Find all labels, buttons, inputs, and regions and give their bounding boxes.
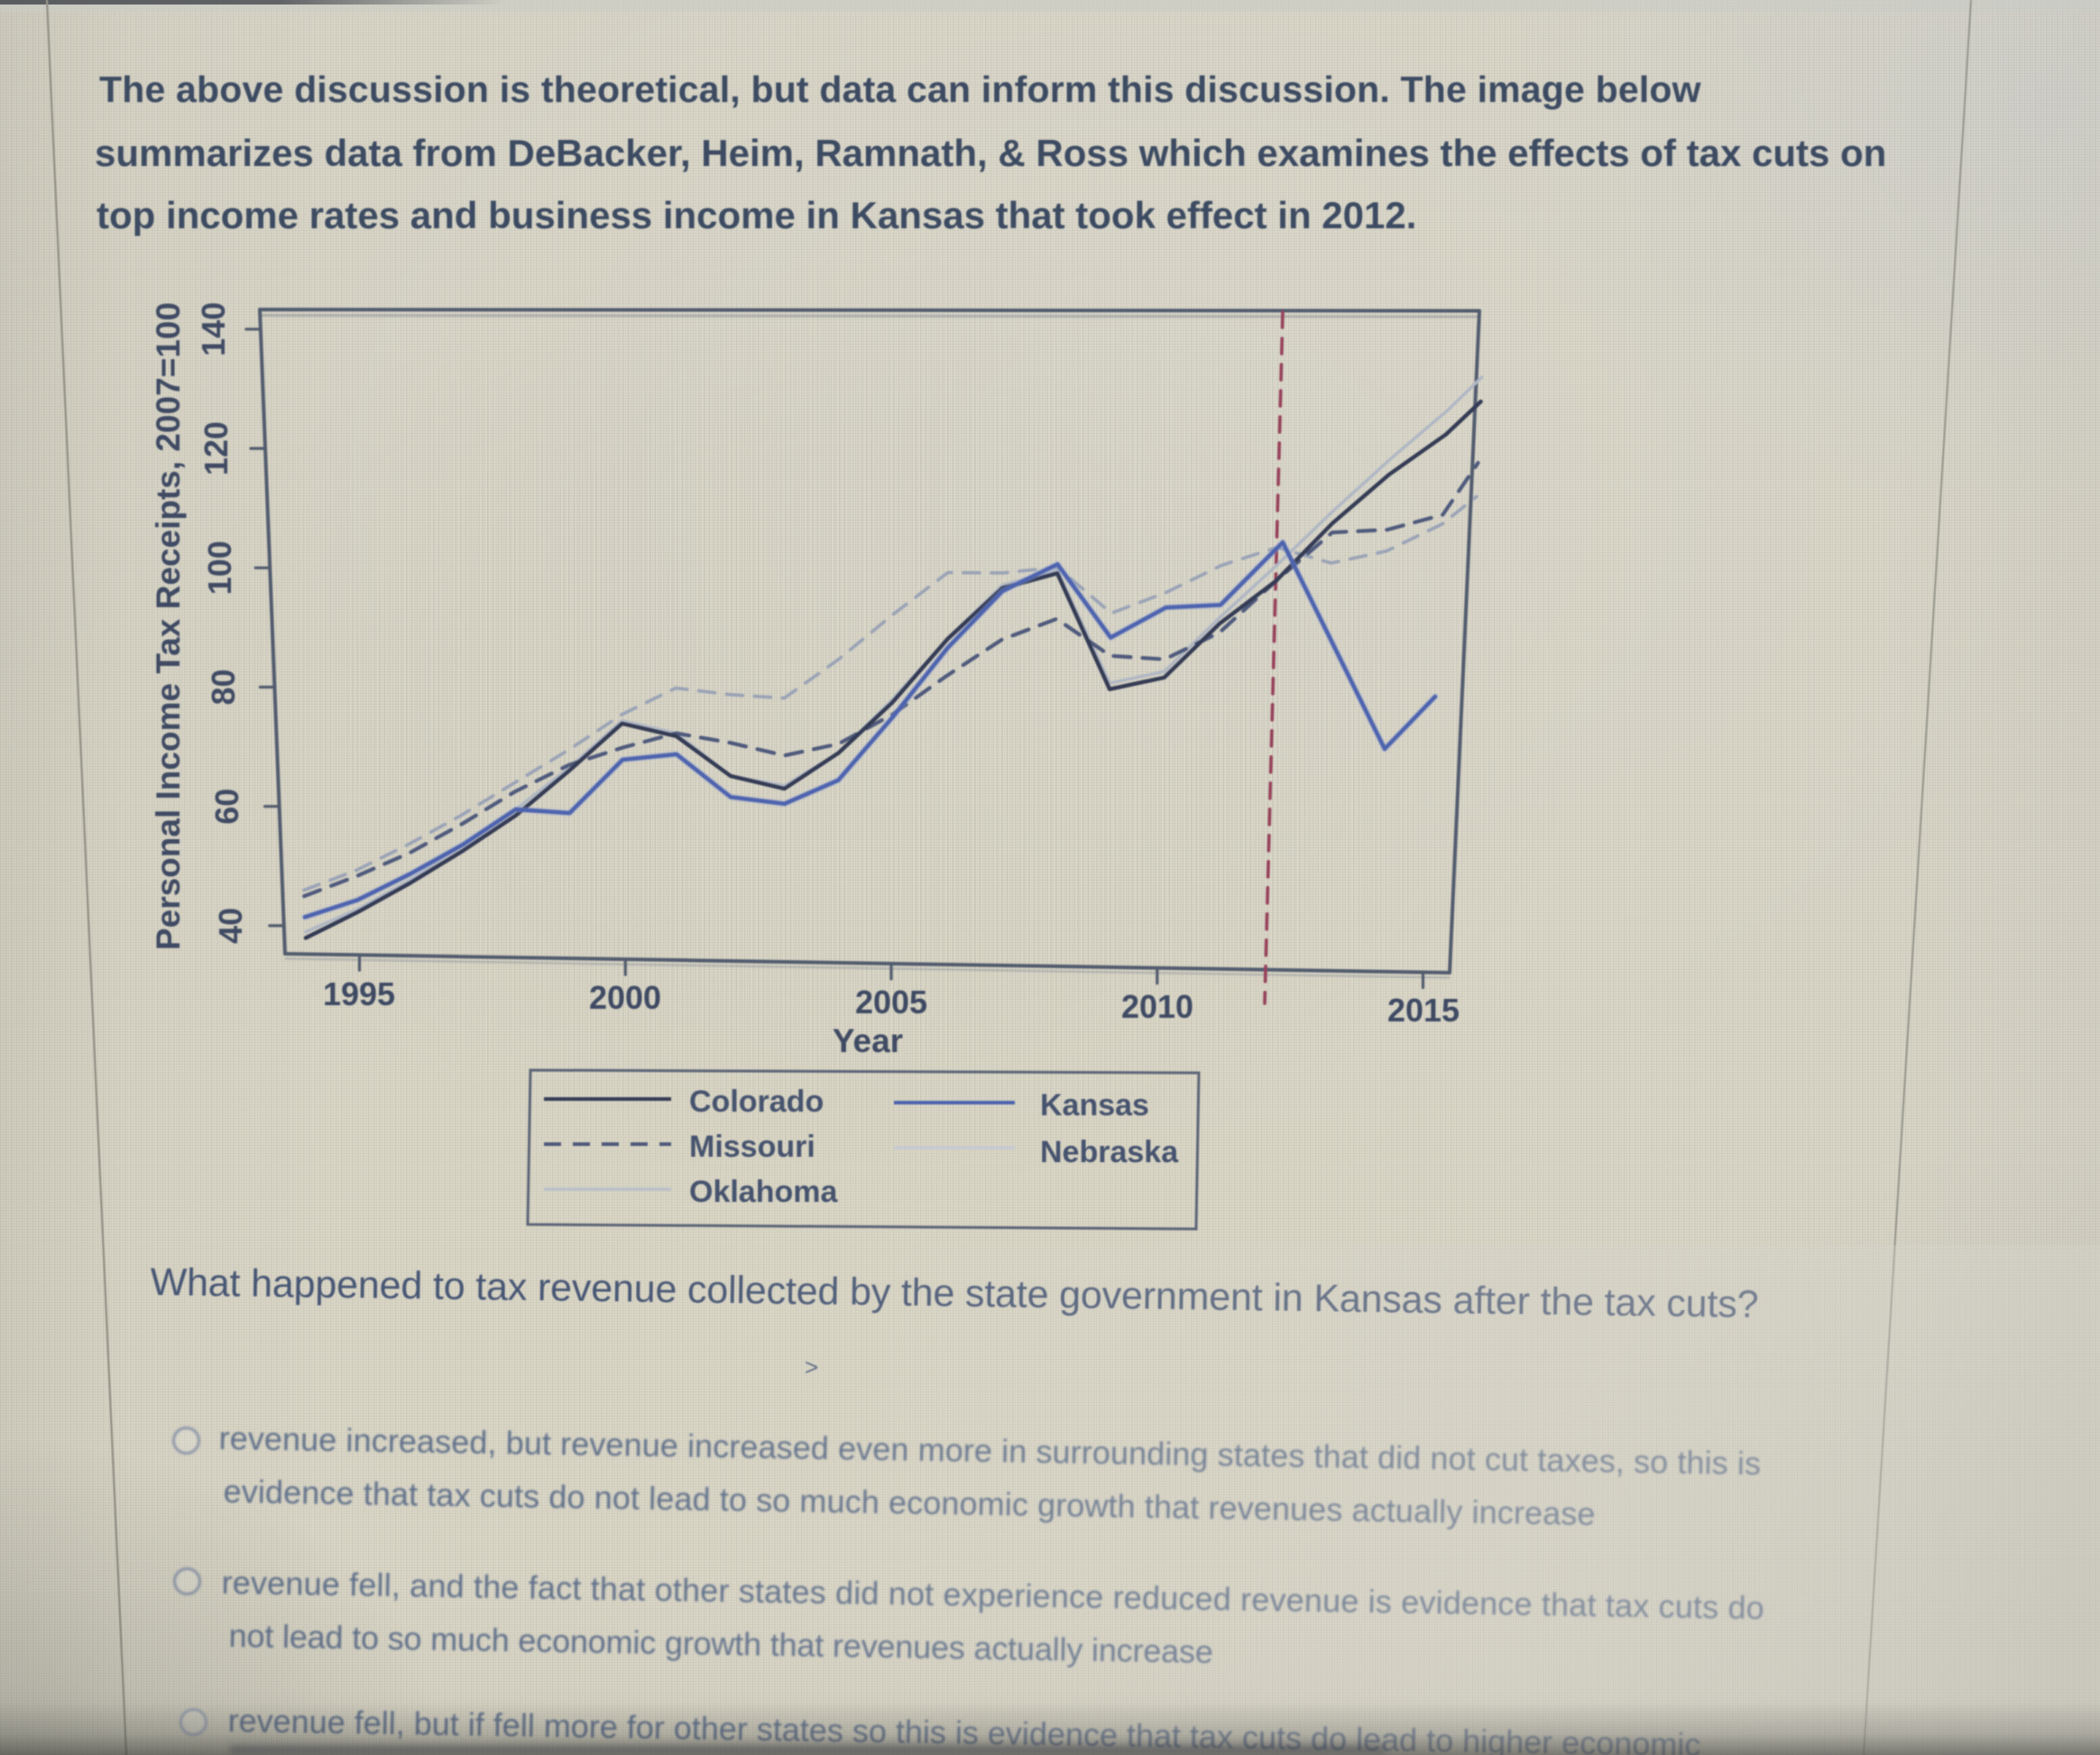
svg-text:80: 80 [205,669,242,705]
svg-text:Personal Income Tax Receipts,: Personal Income Tax Receipts, 2007=100 [150,302,187,950]
svg-text:2015: 2015 [1387,992,1460,1029]
svg-text:100: 100 [201,540,238,595]
svg-text:Year: Year [833,1022,903,1059]
svg-text:2010: 2010 [1121,988,1193,1025]
svg-text:Colorado: Colorado [689,1085,824,1119]
svg-text:Nebraska: Nebraska [1040,1135,1179,1169]
svg-text:1995: 1995 [323,975,395,1012]
svg-text:40: 40 [212,908,249,944]
svg-text:60: 60 [208,789,245,825]
svg-text:Oklahoma: Oklahoma [689,1175,838,1209]
svg-text:2000: 2000 [589,979,661,1016]
svg-text:120: 120 [198,421,235,476]
svg-text:140: 140 [195,302,232,356]
svg-text:Kansas: Kansas [1040,1088,1149,1122]
svg-text:Missouri: Missouri [689,1130,815,1164]
svg-text:2005: 2005 [855,984,927,1021]
